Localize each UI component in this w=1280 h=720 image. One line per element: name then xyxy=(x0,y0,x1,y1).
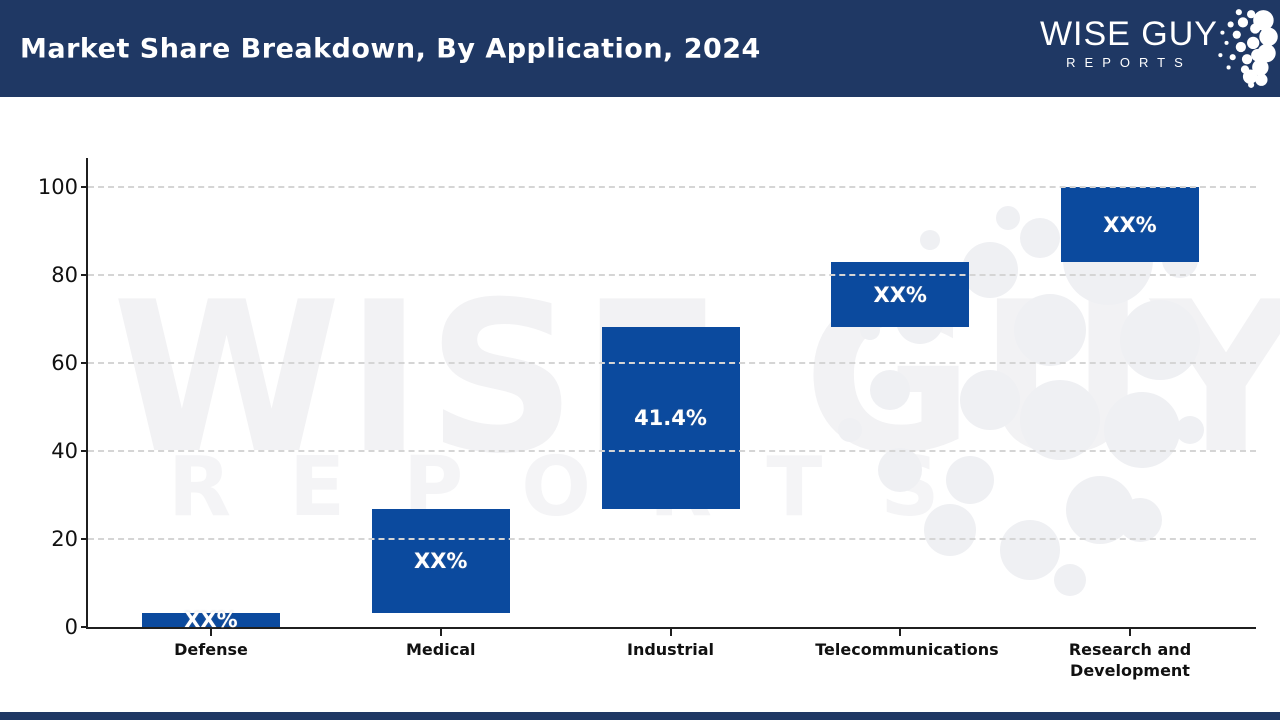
x-category-label: Medical xyxy=(406,640,476,659)
bar-value-label: XX% xyxy=(873,282,927,307)
brand-logo: WISE GUY REPORTS xyxy=(1039,15,1218,70)
y-tick-label-20: 20 xyxy=(51,527,78,551)
y-tick-label-40: 40 xyxy=(51,439,78,463)
x-tick-mark xyxy=(1129,629,1131,636)
face-dots-watermark xyxy=(838,206,1204,596)
brand-logo-subname: REPORTS xyxy=(1066,54,1192,70)
bar-value-label: XX% xyxy=(184,607,238,632)
watermark-text-line2: REPORTS xyxy=(168,440,998,535)
bar-value-label: 41.4% xyxy=(634,406,707,430)
x-category-label: Telecommunications xyxy=(815,640,999,659)
y-tick-label-80: 80 xyxy=(51,263,78,287)
bar-research-and-development xyxy=(1061,187,1199,263)
y-tick-mark-80 xyxy=(81,274,88,276)
x-tick-mark xyxy=(210,629,212,636)
bar-medical xyxy=(371,509,510,613)
x-tick-mark xyxy=(669,629,672,636)
y-axis-line xyxy=(86,158,88,629)
x-category-label: Defense xyxy=(174,640,248,659)
gridline-60 xyxy=(88,362,1256,364)
x-tick-mark xyxy=(899,629,902,636)
brand-logo-name: WISE GUY xyxy=(1039,15,1218,53)
chart-title: Market Share Breakdown, By Application, … xyxy=(20,33,761,64)
x-category-label: Industrial xyxy=(626,640,714,659)
y-tick-label-60: 60 xyxy=(51,351,78,375)
y-tick-mark-0 xyxy=(81,626,88,628)
y-tick-mark-100 xyxy=(81,186,88,188)
x-axis-line xyxy=(86,627,1256,629)
y-tick-mark-60 xyxy=(81,362,88,364)
header-bar: Market Share Breakdown, By Application, … xyxy=(0,0,1280,97)
bar-value-label: XX% xyxy=(1103,212,1157,237)
gridline-100 xyxy=(88,186,1256,188)
gridline-20 xyxy=(88,538,1256,540)
bar-value-label: XX% xyxy=(414,549,468,573)
x-tick-mark xyxy=(439,629,442,636)
gridline-80 xyxy=(88,274,1256,276)
footer-bar xyxy=(0,712,1280,720)
y-tick-label-100: 100 xyxy=(37,175,78,199)
gridline-40 xyxy=(88,450,1256,452)
x-category-label: Research and Development xyxy=(1068,640,1192,680)
y-tick-mark-20 xyxy=(81,538,88,540)
y-tick-label-0: 0 xyxy=(64,615,78,639)
bar-industrial xyxy=(601,326,740,510)
bar-telecommunications xyxy=(831,262,970,327)
y-tick-mark-40 xyxy=(81,450,88,452)
brand-face-icon xyxy=(1218,9,1278,88)
bar-defense xyxy=(142,612,280,627)
